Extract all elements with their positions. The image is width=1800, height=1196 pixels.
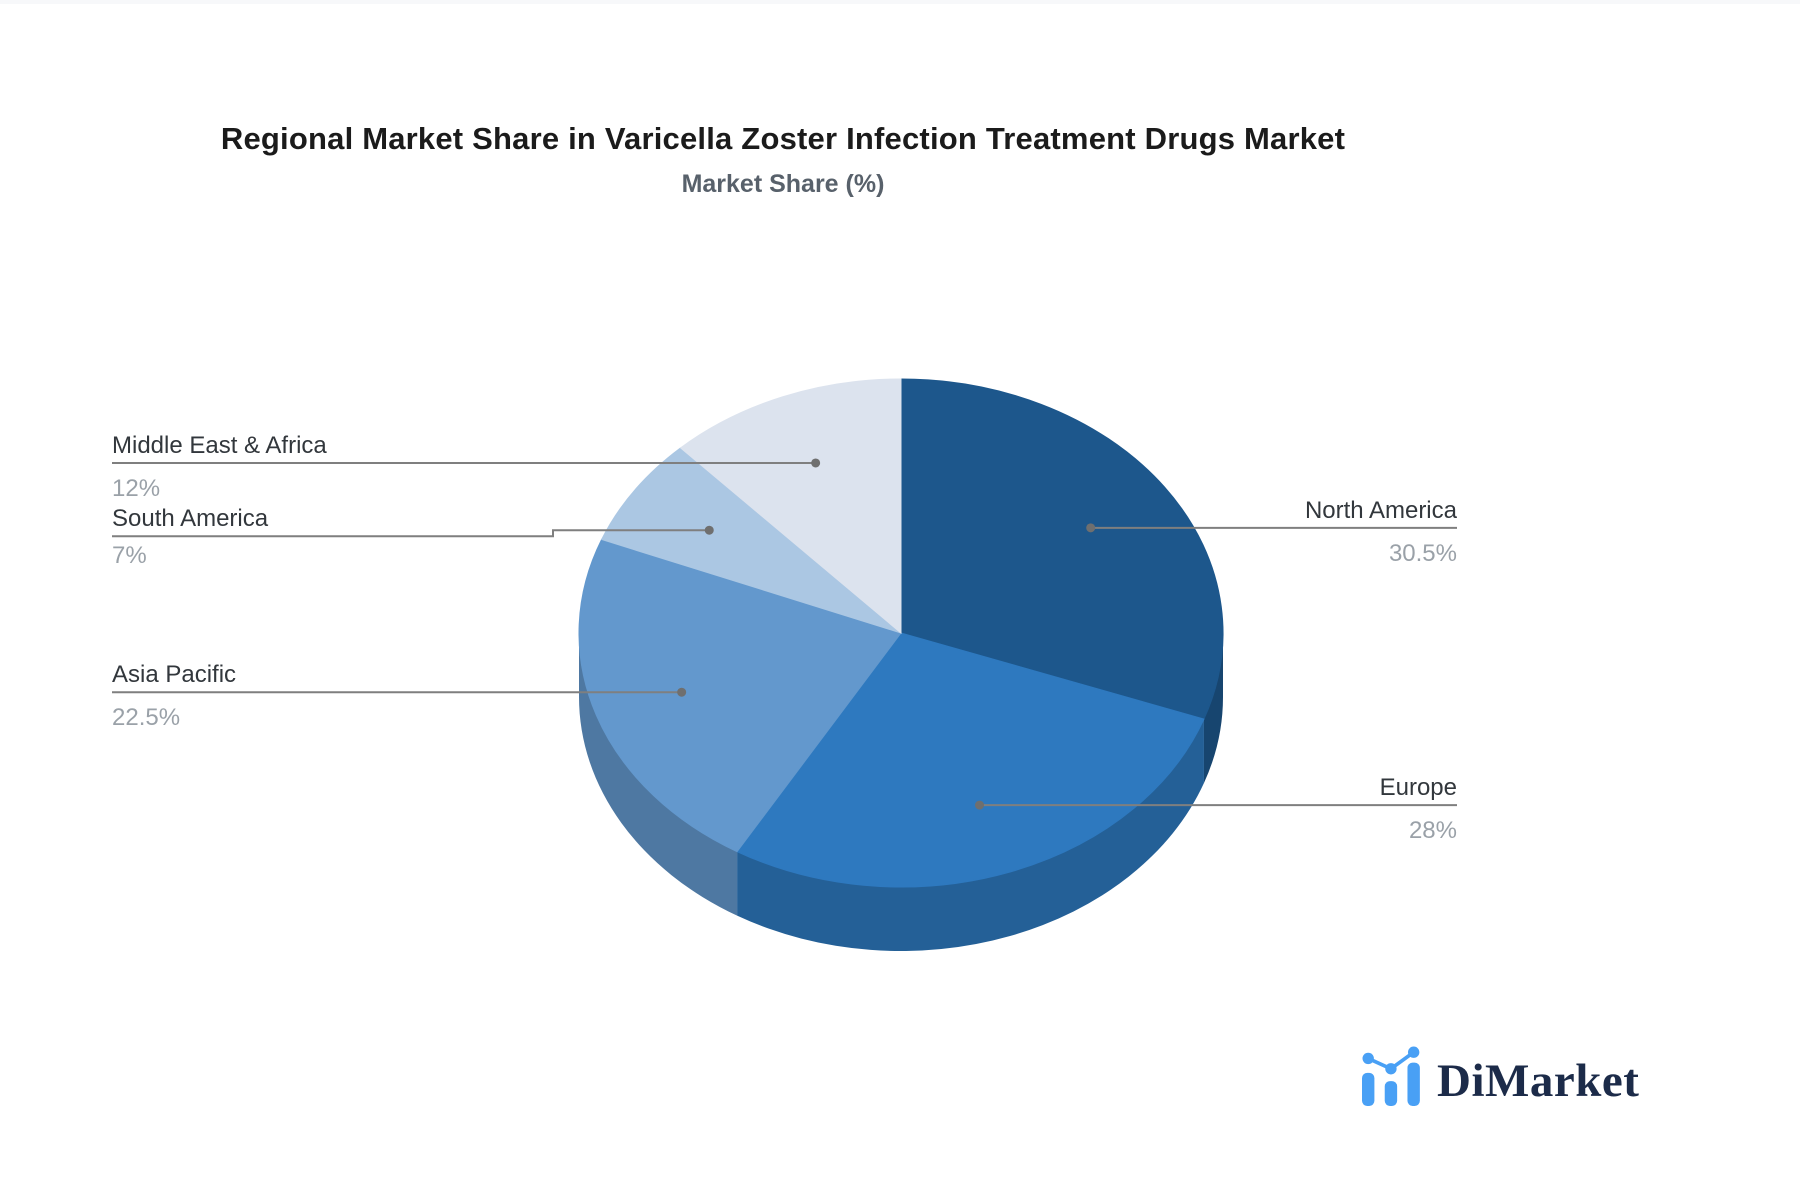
chart-subtitle: Market Share (%) <box>681 170 885 198</box>
leader-dot-middle-east-africa <box>811 458 821 468</box>
pie-slice-side-north-america <box>1203 633 1223 784</box>
brand-wordmark: DiMarket <box>1437 1055 1640 1107</box>
leader-dot-asia-pacific <box>677 687 687 697</box>
slice-label-north-america: North America <box>1305 497 1458 524</box>
slice-label-europe: Europe <box>1380 774 1457 801</box>
slice-value-europe: 28% <box>1409 817 1457 844</box>
pie-slice-asia-pacific[interactable] <box>578 538 902 853</box>
logo-dot <box>1385 1063 1397 1075</box>
brand-logo: DiMarket <box>1362 1046 1639 1106</box>
logo-bar <box>1407 1062 1420 1106</box>
slice-value-asia-pacific: 22.5% <box>112 704 180 731</box>
leader-dot-south-america <box>704 525 714 535</box>
slice-label-middle-east-africa: Middle East & Africa <box>112 432 327 459</box>
pie-slice-side-europe <box>737 719 1204 951</box>
leader-lines <box>112 458 1457 810</box>
pie-slice-middle-east-africa[interactable] <box>679 378 902 635</box>
pie-depth-walls <box>579 633 1223 951</box>
slice-labels: North America 30.5% Europe 28% Asia Pacific 2… <box>112 432 1458 844</box>
pie-slice-side-asia-pacific <box>579 633 738 916</box>
logo-dot <box>1362 1052 1374 1065</box>
slice-label-asia-pacific: Asia Pacific <box>112 661 236 688</box>
logo-dot <box>1407 1046 1420 1058</box>
chart-title: Regional Market Share in Varicella Zoste… <box>220 121 1346 156</box>
leader-dot-north-america <box>1086 523 1096 533</box>
leader-dot-europe <box>975 800 985 810</box>
leader-line-south-america <box>112 529 710 538</box>
slice-value-south-america: 7% <box>112 542 147 569</box>
bar-chart-logo-icon <box>1362 1046 1420 1106</box>
logo-bar <box>1362 1072 1375 1106</box>
slice-value-middle-east-africa: 12% <box>112 475 160 502</box>
page-top-edge <box>0 0 1800 4</box>
pie-slices <box>578 378 1224 888</box>
pie-slice-south-america[interactable] <box>600 447 902 634</box>
slice-label-south-america: South America <box>112 505 269 532</box>
pie-slice-north-america[interactable] <box>900 378 1224 720</box>
logo-bar <box>1384 1081 1398 1106</box>
slice-value-north-america: 30.5% <box>1389 540 1457 567</box>
